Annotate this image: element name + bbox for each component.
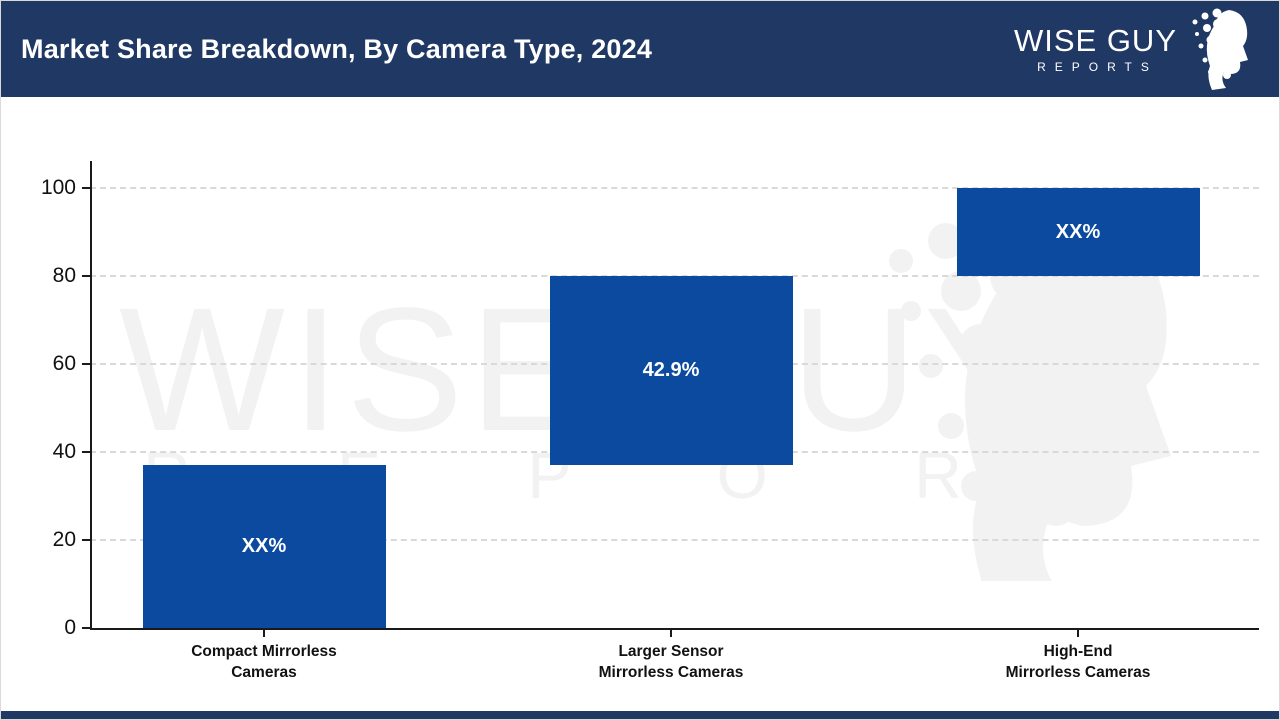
x-axis-category-label: Compact Mirrorless Cameras [191,641,337,683]
header-banner: Market Share Breakdown, By Camera Type, … [1,1,1279,97]
footer-bar [1,711,1279,719]
x-axis-line [90,628,1259,630]
x-axis-category-label: Larger Sensor Mirrorless Cameras [599,641,744,683]
market-share-bar: XX% [956,188,1200,276]
x-axis-tick-mark [670,630,672,637]
y-axis-tick-mark [82,627,90,629]
logo-wordmark: WISE GUY [1013,23,1177,58]
y-axis-tick-label: 0 [64,616,76,639]
dotted-face-icon [1192,8,1248,90]
bar-value-label: 42.9% [642,358,700,381]
logo-subtext: REPORTS [1037,60,1158,74]
y-gridline [90,539,1259,541]
x-axis-category-line: Cameras [231,664,297,681]
y-axis-tick-label: 80 [52,264,76,287]
bar-value-label: XX% [241,534,287,557]
bar-value-label: XX% [1055,220,1101,243]
y-axis-tick-mark [82,451,90,453]
y-axis-tick-label: 40 [52,440,76,463]
y-axis-line [90,161,92,630]
y-axis-tick-mark [82,539,90,541]
page-title: Market Share Breakdown, By Camera Type, … [21,33,653,64]
x-axis-tick-mark [263,630,265,637]
y-gridline [90,187,1259,189]
y-axis-tick-mark [82,363,90,365]
x-axis-category-line: Mirrorless Cameras [1005,664,1151,681]
y-axis-tick-label: 100 [40,176,76,199]
y-axis-tick-label: 60 [52,352,76,375]
x-axis-tick-mark [1077,630,1079,637]
y-axis-tick-mark [82,275,90,277]
x-axis-category-line: High-End [1043,643,1113,660]
logo-text: WISE GUY REPORTS [1014,25,1177,73]
market-share-bar: XX% [142,464,386,628]
x-axis-category-line: Compact Mirrorless [191,643,337,660]
market-share-bar: 42.9% [549,276,793,465]
wise-guy-reports-logo: WISE GUY REPORTS [1014,8,1253,90]
x-axis-category-line: Mirrorless Cameras [598,664,744,681]
x-axis-category-label: High-End Mirrorless Cameras [1006,641,1151,683]
y-axis-tick-label: 20 [52,528,76,551]
x-axis-category-line: Larger Sensor [618,643,724,660]
y-axis-tick-mark [82,187,90,189]
